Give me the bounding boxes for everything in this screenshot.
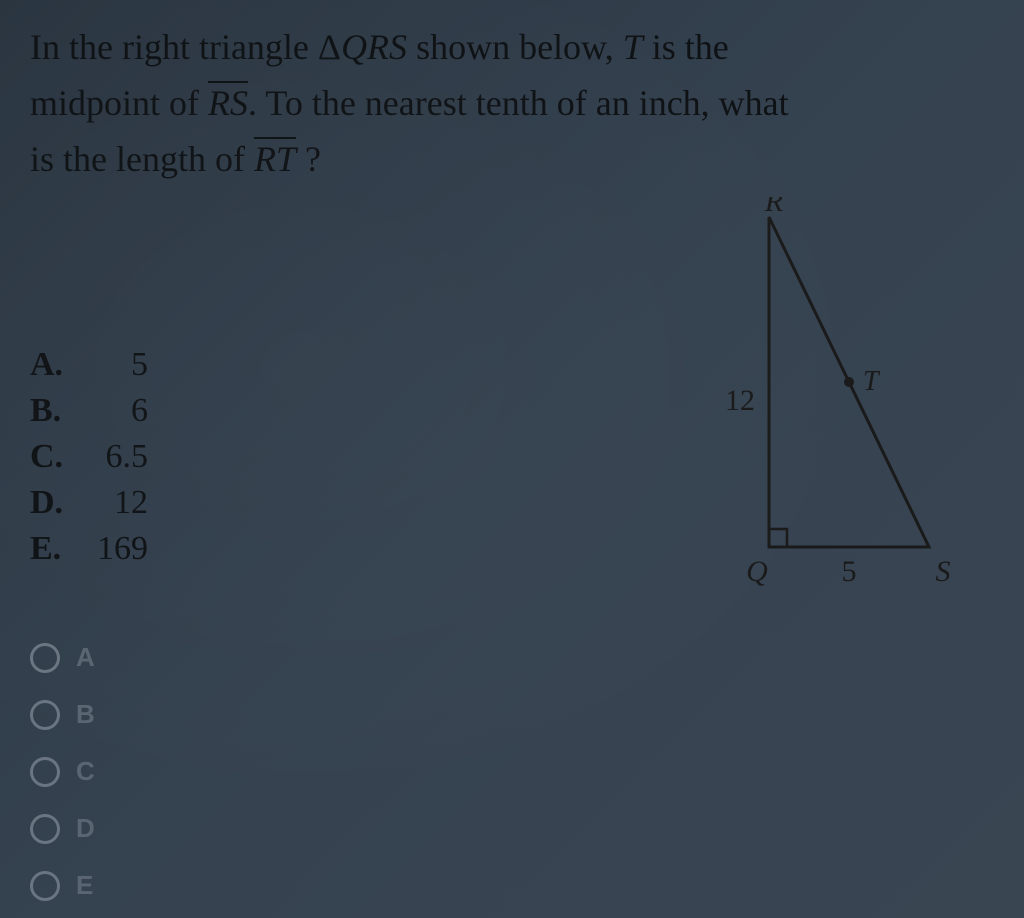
answer-value: 6 bbox=[90, 388, 148, 434]
radio-options: A B C D E bbox=[30, 642, 994, 901]
answer-letter: E. bbox=[30, 526, 72, 572]
answer-choice: A. 5 bbox=[30, 342, 624, 388]
question-stem: In the right triangle ΔQRS shown below, … bbox=[30, 20, 994, 187]
q-point-t: T bbox=[623, 27, 643, 67]
triangle-svg: R T 12 Q 5 S bbox=[664, 197, 994, 597]
q-text: . To the nearest tenth of an inch, what bbox=[248, 83, 789, 123]
point-t-marker bbox=[844, 377, 854, 387]
answer-letter: C. bbox=[30, 434, 72, 480]
label-t: T bbox=[863, 366, 881, 397]
radio-label: A bbox=[76, 642, 95, 673]
answer-value: 5 bbox=[90, 342, 148, 388]
label-q: Q bbox=[746, 555, 768, 588]
answer-choice: C. 6.5 bbox=[30, 434, 624, 480]
radio-circle-icon bbox=[30, 643, 60, 673]
left-column: A. 5 B. 6 C. 6.5 D. 12 E. 169 bbox=[30, 197, 624, 571]
answer-choices: A. 5 B. 6 C. 6.5 D. 12 E. 169 bbox=[30, 342, 624, 571]
q-text: shown below, bbox=[407, 27, 623, 67]
q-text: is the length of bbox=[30, 139, 254, 179]
answer-letter: A. bbox=[30, 342, 72, 388]
answer-value: 12 bbox=[90, 480, 148, 526]
q-seg-rs: RS bbox=[208, 83, 248, 123]
content-row: A. 5 B. 6 C. 6.5 D. 12 E. 169 bbox=[30, 197, 994, 602]
radio-label: C bbox=[76, 756, 95, 787]
q-triangle: QRS bbox=[341, 27, 407, 67]
radio-label: D bbox=[76, 813, 95, 844]
answer-choice: E. 169 bbox=[30, 526, 624, 572]
radio-circle-icon bbox=[30, 871, 60, 901]
radio-circle-icon bbox=[30, 757, 60, 787]
radio-label: B bbox=[76, 699, 95, 730]
triangle-diagram: R T 12 Q 5 S bbox=[664, 197, 994, 602]
q-text: In the right triangle Δ bbox=[30, 27, 341, 67]
radio-option-d[interactable]: D bbox=[30, 813, 994, 844]
answer-choice: D. 12 bbox=[30, 480, 624, 526]
radio-option-a[interactable]: A bbox=[30, 642, 994, 673]
answer-value: 169 bbox=[90, 526, 148, 572]
radio-circle-icon bbox=[30, 700, 60, 730]
label-s: S bbox=[936, 555, 951, 588]
radio-label: E bbox=[76, 870, 93, 901]
label-side-5: 5 bbox=[842, 555, 857, 588]
radio-option-e[interactable]: E bbox=[30, 870, 994, 901]
answer-value: 6.5 bbox=[90, 434, 148, 480]
q-seg-rt: RT bbox=[254, 139, 296, 179]
q-text: is the bbox=[643, 27, 729, 67]
q-text: ? bbox=[296, 139, 321, 179]
label-r: R bbox=[764, 197, 783, 218]
answer-choice: B. 6 bbox=[30, 388, 624, 434]
radio-option-b[interactable]: B bbox=[30, 699, 994, 730]
right-angle-icon bbox=[769, 529, 787, 547]
q-text: midpoint of bbox=[30, 83, 208, 123]
radio-circle-icon bbox=[30, 814, 60, 844]
label-side-12: 12 bbox=[725, 384, 755, 417]
answer-letter: B. bbox=[30, 388, 72, 434]
answer-letter: D. bbox=[30, 480, 72, 526]
radio-option-c[interactable]: C bbox=[30, 756, 994, 787]
